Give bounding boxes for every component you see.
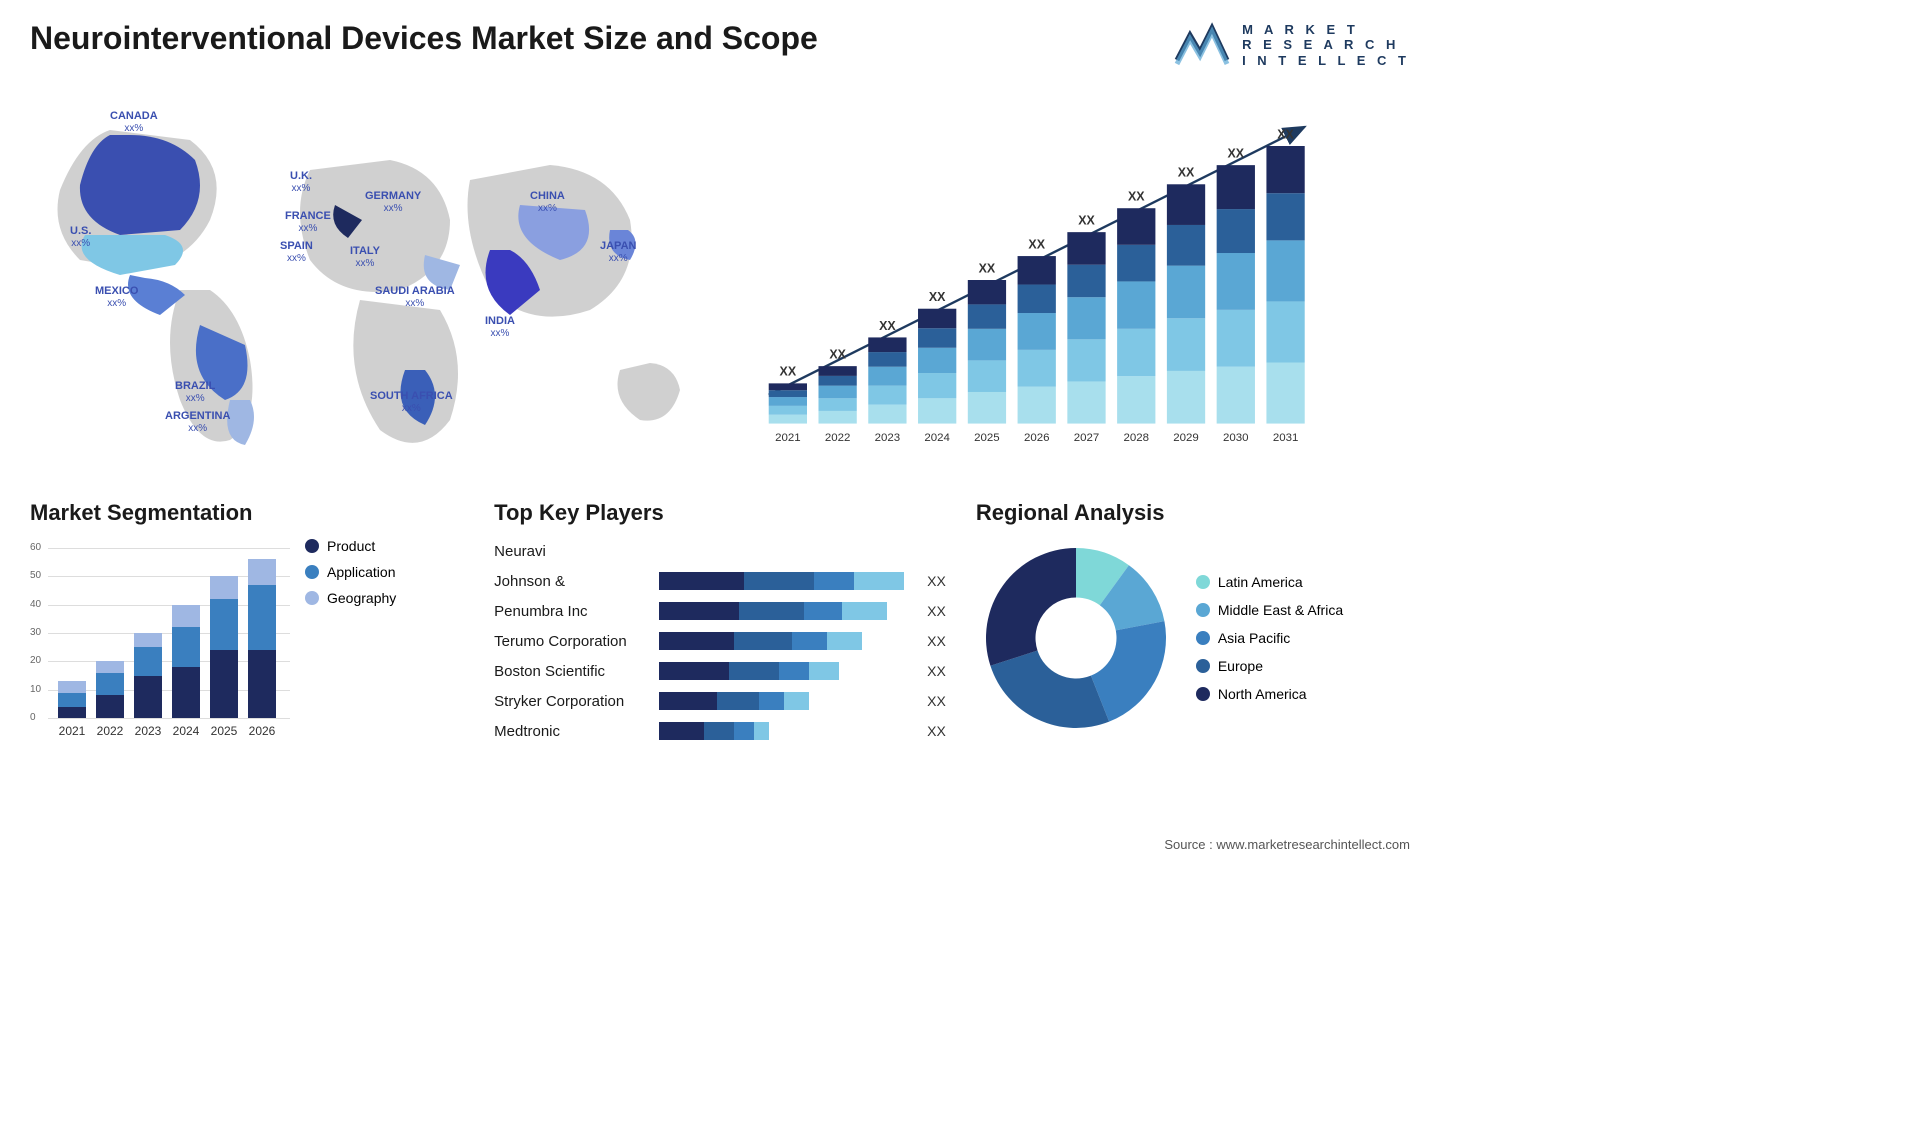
map-label: JAPANxx% xyxy=(600,240,636,265)
svg-text:2031: 2031 xyxy=(1273,432,1299,444)
players-list: Neuravi Johnson &XX Penumbra IncXX Terumo C… xyxy=(494,538,946,744)
legend-item: Asia Pacific xyxy=(1196,630,1343,646)
svg-text:2026: 2026 xyxy=(1024,432,1050,444)
map-label: MEXICOxx% xyxy=(95,285,138,310)
map-label: U.K.xx% xyxy=(290,170,312,195)
legend-item: Geography xyxy=(305,590,396,606)
brand-logo: M A R K E T R E S E A R C H I N T E L L … xyxy=(1172,20,1410,70)
svg-text:XX: XX xyxy=(879,319,896,333)
svg-text:XX: XX xyxy=(1028,237,1045,251)
logo-icon xyxy=(1172,20,1232,70)
player-row: Johnson &XX xyxy=(494,568,946,594)
map-label: FRANCExx% xyxy=(285,210,331,235)
svg-text:2030: 2030 xyxy=(1223,432,1249,444)
players-section: Top Key Players Neuravi Johnson &XX Penumb… xyxy=(494,500,946,744)
growth-bars-icon: XX 2021 XX 2022 XX 2023 XX 2024 XX 2025 XX 2026 XX 20… xyxy=(740,90,1410,470)
svg-text:2029: 2029 xyxy=(1173,432,1199,444)
player-row: Penumbra IncXX xyxy=(494,598,946,624)
svg-text:XX: XX xyxy=(1078,213,1095,227)
header: Neurointerventional Devices Market Size … xyxy=(30,20,1410,70)
map-panel: CANADAxx% U.S.xx% MEXICOxx% BRAZILxx% ARGENT… xyxy=(30,90,710,470)
source-attribution: Source : www.marketresearchintellect.com xyxy=(1164,837,1410,852)
player-row: Stryker CorporationXX xyxy=(494,688,946,714)
svg-text:XX: XX xyxy=(829,347,846,361)
logo-line3: I N T E L L E C T xyxy=(1242,53,1410,69)
logo-line2: R E S E A R C H xyxy=(1242,37,1410,53)
map-label: CANADAxx% xyxy=(110,110,158,135)
svg-text:XX: XX xyxy=(929,290,946,304)
map-label: ITALYxx% xyxy=(350,245,380,270)
legend-item: Latin America xyxy=(1196,574,1343,590)
player-row: MedtronicXX xyxy=(494,718,946,744)
svg-text:XX: XX xyxy=(1178,166,1195,180)
map-label: INDIAxx% xyxy=(485,315,515,340)
map-label: ARGENTINAxx% xyxy=(165,410,230,435)
svg-text:XX: XX xyxy=(1228,146,1245,160)
regional-legend: Latin America Middle East & Africa Asia Pa… xyxy=(1196,574,1343,702)
map-label: U.S.xx% xyxy=(70,225,91,250)
svg-text:2024: 2024 xyxy=(924,432,950,444)
regional-donut xyxy=(976,538,1176,738)
svg-text:XX: XX xyxy=(1277,127,1294,141)
logo-line1: M A R K E T xyxy=(1242,22,1410,38)
players-title: Top Key Players xyxy=(494,500,946,526)
map-label: GERMANYxx% xyxy=(365,190,421,215)
growth-chart: XX 2021 XX 2022 XX 2023 XX 2024 XX 2025 XX 2026 XX 20… xyxy=(740,90,1410,470)
player-row: Boston ScientificXX xyxy=(494,658,946,684)
svg-text:XX: XX xyxy=(1128,190,1145,204)
segmentation-legend: Product Application Geography xyxy=(305,538,396,606)
legend-item: Europe xyxy=(1196,658,1343,674)
svg-text:2027: 2027 xyxy=(1074,432,1100,444)
svg-text:2022: 2022 xyxy=(825,432,851,444)
player-row: Neuravi xyxy=(494,538,946,564)
map-label: SOUTH AFRICAxx% xyxy=(370,390,453,415)
regional-section: Regional Analysis Latin America Middle Ea… xyxy=(976,500,1410,744)
svg-text:XX: XX xyxy=(979,261,996,275)
top-row: CANADAxx% U.S.xx% MEXICOxx% BRAZILxx% ARGENT… xyxy=(30,90,1410,470)
segmentation-section: Market Segmentation 01020304050602021202… xyxy=(30,500,464,744)
svg-text:2021: 2021 xyxy=(775,432,801,444)
map-label: SAUDI ARABIAxx% xyxy=(375,285,455,310)
svg-text:2025: 2025 xyxy=(974,432,1000,444)
segmentation-chart: 0102030405060202120222023202420252026 xyxy=(30,538,290,738)
map-label: BRAZILxx% xyxy=(175,380,215,405)
logo-text: M A R K E T R E S E A R C H I N T E L L … xyxy=(1242,22,1410,69)
legend-item: Application xyxy=(305,564,396,580)
legend-item: Product xyxy=(305,538,396,554)
legend-item: Middle East & Africa xyxy=(1196,602,1343,618)
map-label: SPAINxx% xyxy=(280,240,313,265)
bottom-row: Market Segmentation 01020304050602021202… xyxy=(30,500,1410,744)
svg-text:2023: 2023 xyxy=(875,432,901,444)
regional-title: Regional Analysis xyxy=(976,500,1410,526)
svg-text:2028: 2028 xyxy=(1123,432,1149,444)
player-row: Terumo CorporationXX xyxy=(494,628,946,654)
legend-item: North America xyxy=(1196,686,1343,702)
page-title: Neurointerventional Devices Market Size … xyxy=(30,20,818,57)
segmentation-title: Market Segmentation xyxy=(30,500,464,526)
svg-text:XX: XX xyxy=(780,365,797,379)
map-label: CHINAxx% xyxy=(530,190,565,215)
